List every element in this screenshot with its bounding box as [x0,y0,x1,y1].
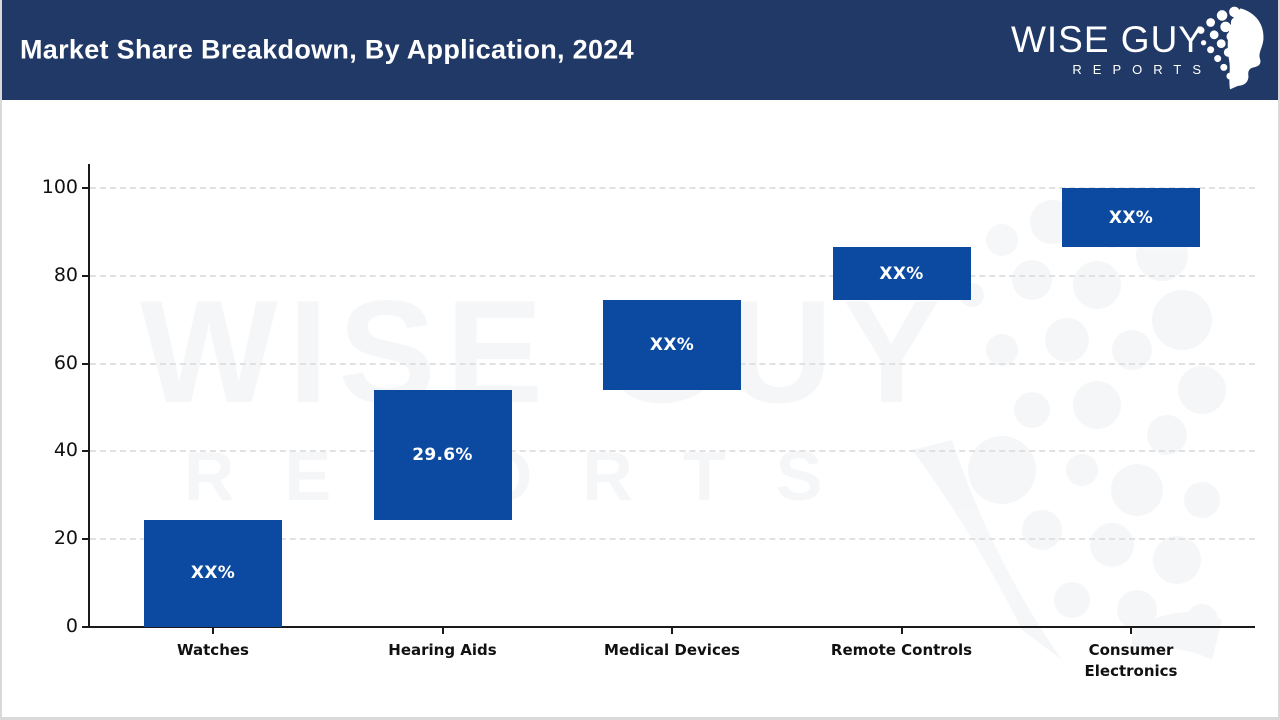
logo-wordmark: WISE GUY [1010,18,1204,60]
watermark-wordmark: WISE GUY [140,270,951,433]
x-category-label: Remote Controls [830,641,973,659]
market-share-bar: XX% [144,519,282,627]
bar-value-label: XX% [879,263,924,284]
header-bar: Market Share Breakdown, By Application, … [2,0,1278,100]
x-category-label: Hearing Aids [388,641,497,659]
y-tick-label: 20 [53,527,78,550]
y-gridline [90,450,1255,453]
y-tick [82,450,88,453]
x-category-label: Consumer Electronics [1084,641,1178,680]
logo-head-icon [1197,6,1264,90]
market-share-bar: XX% [832,247,971,300]
y-tick [82,362,88,365]
y-tick [82,538,88,541]
x-tick [671,628,673,634]
page-title: Market Share Breakdown, By Application, … [20,34,634,65]
x-tick [1130,628,1132,634]
market-share-bar: XX% [1062,188,1200,248]
x-tick [441,628,444,634]
bar-value-label: XX% [1108,207,1154,228]
x-category-label: Watches [177,641,249,659]
wiseguy-logo: WISE GUY REPORTS [1011,6,1272,92]
x-tick [212,628,214,634]
bar-value-label: 29.6% [412,444,473,465]
market-share-bar: XX% [603,299,741,390]
y-gridline [90,538,1255,541]
x-category-label: Medical Devices [604,641,740,659]
logo-text: WISE GUY REPORTS [1010,18,1204,78]
bar-value-label: XX% [649,334,695,355]
y-tick-label: 80 [53,263,78,286]
logo-tagline: REPORTS [1072,62,1212,78]
y-tick [82,187,88,189]
y-tick [82,626,88,628]
y-tick-label: 60 [53,351,78,374]
market-share-bar: 29.6% [373,389,512,520]
y-tick-label: 100 [41,176,78,198]
x-axis-line [88,626,1255,628]
bar-value-label: XX% [190,563,236,584]
y-tick [82,274,88,277]
y-gridline [90,274,1255,277]
y-gridline [90,187,1255,189]
x-tick [900,628,903,634]
y-axis-line [88,164,90,628]
y-tick-label: 0 [65,615,78,637]
y-tick-label: 40 [53,439,78,462]
